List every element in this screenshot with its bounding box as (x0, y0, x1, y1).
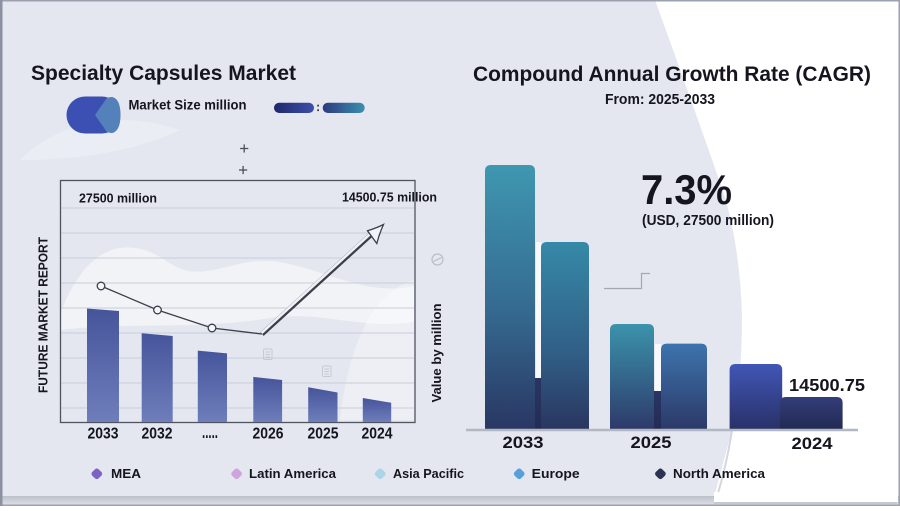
svg-text:7.3%: 7.3% (641, 166, 732, 213)
svg-text:2024: 2024 (362, 426, 393, 443)
svg-text:.....: ..... (202, 422, 218, 442)
svg-text:Latin America: Latin America (249, 467, 337, 481)
svg-text:2025: 2025 (631, 433, 672, 452)
svg-text:Asia Pacific: Asia Pacific (393, 467, 464, 481)
svg-text:MEA: MEA (111, 467, 141, 481)
svg-text:Specialty Capsules Market: Specialty Capsules Market (31, 61, 296, 85)
svg-text:14500.75 million: 14500.75 million (342, 190, 437, 205)
svg-text:From: 2025-2033: From: 2025-2033 (605, 92, 715, 108)
svg-text:(USD, 27500 million): (USD, 27500 million) (642, 213, 774, 229)
svg-text:2032: 2032 (142, 426, 173, 443)
svg-text:14500.75: 14500.75 (789, 375, 865, 395)
svg-text:Compound Annual Growth Rate (C: Compound Annual Growth Rate (CAGR) (473, 62, 871, 86)
svg-text:FUTURE MARKET REPORT: FUTURE MARKET REPORT (37, 237, 51, 393)
svg-text:North America: North America (673, 467, 766, 481)
svg-text:2025: 2025 (308, 426, 339, 443)
svg-text:2024: 2024 (792, 434, 834, 453)
svg-text:Value by million: Value by million (430, 304, 444, 403)
svg-text:2033: 2033 (88, 426, 119, 443)
svg-text:2033: 2033 (503, 433, 544, 452)
svg-text:Europe: Europe (532, 467, 580, 481)
svg-text:Market Size million: Market Size million (129, 97, 247, 113)
svg-text:2026: 2026 (253, 426, 284, 443)
svg-text:27500 million: 27500 million (79, 191, 157, 206)
